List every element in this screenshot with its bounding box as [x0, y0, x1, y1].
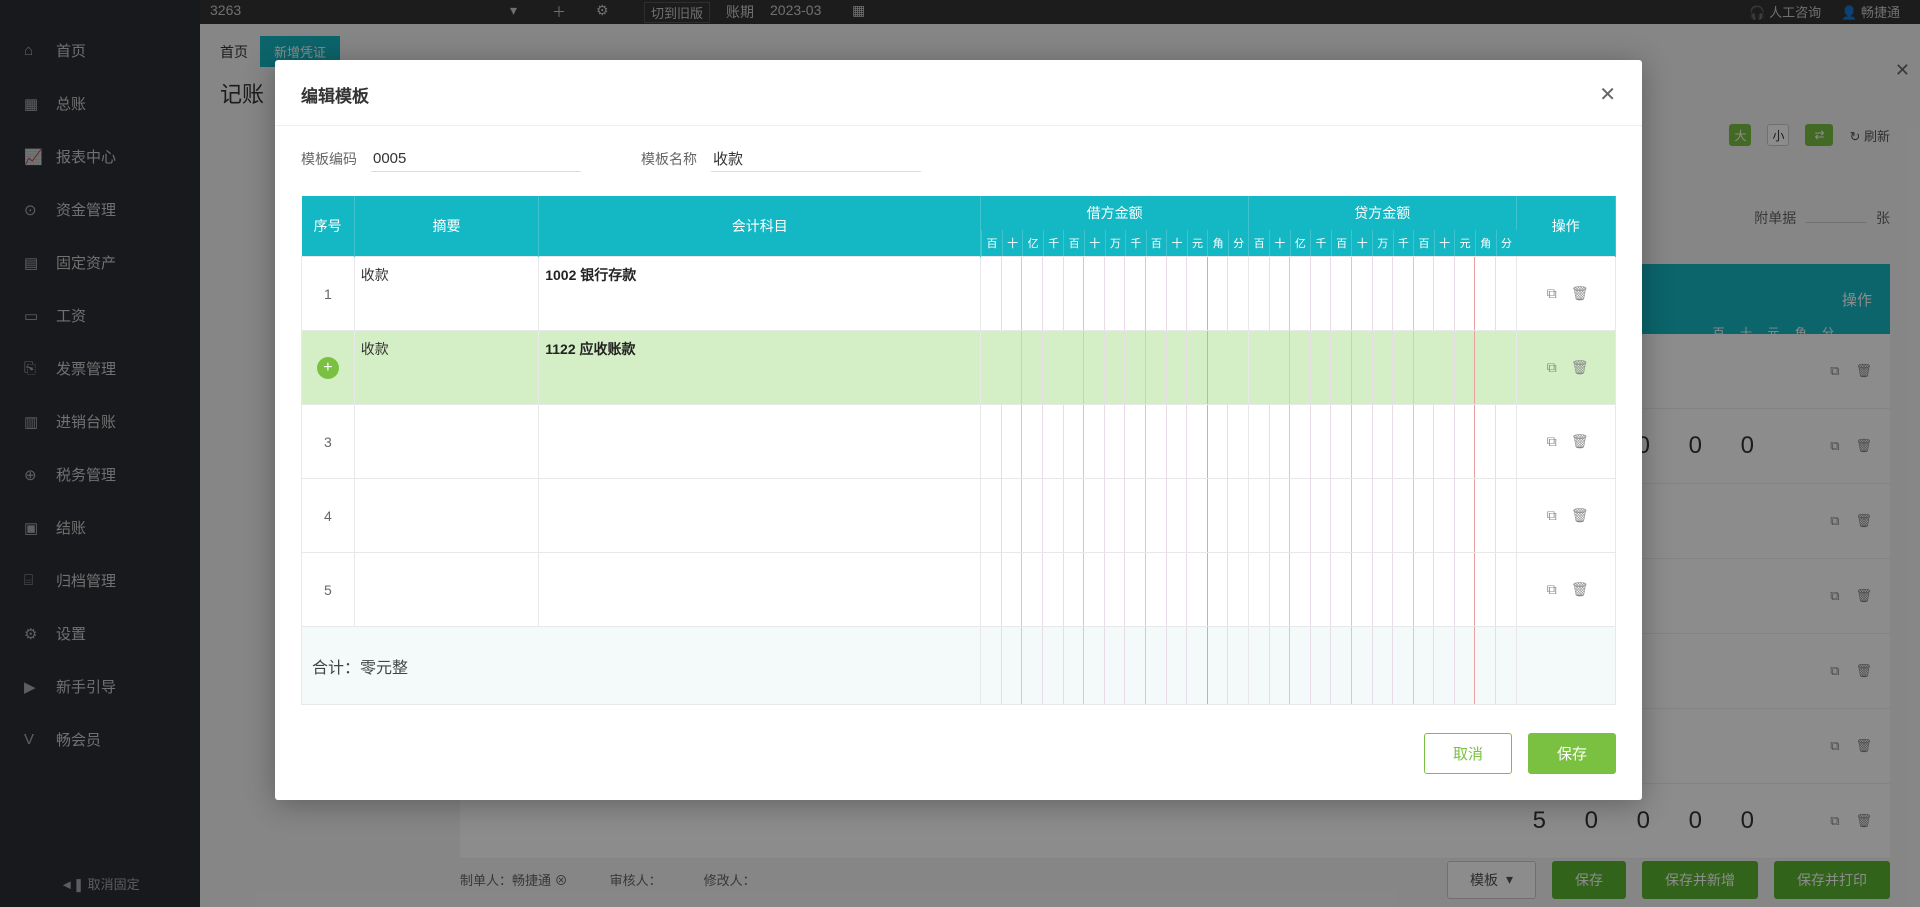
seq-cell: 3 [302, 405, 355, 479]
summary-cell[interactable] [354, 405, 539, 479]
seq-cell: 5 [302, 553, 355, 627]
account-cell[interactable] [539, 479, 981, 553]
digit-label: 角 [1475, 230, 1496, 256]
summary-cell[interactable]: 收款 [354, 331, 539, 405]
th-op: 操作 [1516, 196, 1615, 257]
digit-label: 十 [1166, 230, 1187, 256]
digit-label: 千 [1393, 230, 1414, 256]
template-table: 序号 摘要 会计科目 借方金额 贷方金额 操作 百十亿千百十万千百十元角分百十亿… [301, 196, 1616, 705]
th-summary: 摘要 [354, 196, 539, 257]
account-cell[interactable]: 1002 银行存款 [539, 257, 981, 331]
digit-label: 元 [1454, 230, 1475, 256]
summary-cell[interactable]: 收款 [354, 257, 539, 331]
digit-label: 百 [1146, 230, 1167, 256]
digit-label: 分 [1228, 230, 1249, 256]
code-input[interactable] [371, 146, 581, 172]
name-input[interactable] [711, 146, 921, 172]
total-debit [981, 627, 1249, 705]
op-cell: ⧉🗑 [1516, 405, 1615, 479]
cancel-button[interactable]: 取消 [1424, 733, 1512, 774]
debit-cell[interactable] [981, 331, 1249, 405]
digit-label: 亿 [1022, 230, 1043, 256]
digit-label: 十 [1084, 230, 1105, 256]
debit-cell[interactable] [981, 479, 1249, 553]
digit-label: 百 [1331, 230, 1352, 256]
digit-label: 元 [1187, 230, 1208, 256]
digit-label: 角 [1207, 230, 1228, 256]
seq-cell: + [302, 331, 355, 405]
modal-title: 编辑模板 [301, 82, 369, 107]
trash-icon[interactable]: 🗑 [1571, 507, 1589, 525]
table-row: 4⧉🗑 [302, 479, 1616, 553]
total-label: 合计：零元整 [302, 627, 981, 705]
digit-label: 千 [1310, 230, 1331, 256]
credit-cell[interactable] [1248, 257, 1516, 331]
debit-cell[interactable] [981, 257, 1249, 331]
close-icon[interactable]: ✕ [1599, 82, 1616, 107]
credit-cell[interactable] [1248, 405, 1516, 479]
th-account: 会计科目 [539, 196, 981, 257]
account-cell[interactable] [539, 553, 981, 627]
copy-icon[interactable]: ⧉ [1543, 507, 1561, 525]
digit-label: 百 [981, 230, 1002, 256]
seq-cell: 4 [302, 479, 355, 553]
trash-icon[interactable]: 🗑 [1571, 359, 1589, 377]
copy-icon[interactable]: ⧉ [1543, 433, 1561, 451]
digit-label: 万 [1372, 230, 1393, 256]
table-row: +收款1122 应收账款⧉🗑 [302, 331, 1616, 405]
digit-label: 十 [1002, 230, 1023, 256]
digit-label: 十 [1434, 230, 1455, 256]
copy-icon[interactable]: ⧉ [1543, 581, 1561, 599]
credit-cell[interactable] [1248, 479, 1516, 553]
save-button[interactable]: 保存 [1528, 733, 1616, 774]
digit-label: 千 [1125, 230, 1146, 256]
account-cell[interactable] [539, 405, 981, 479]
form-row: 模板编码 模板名称 [301, 146, 1616, 172]
name-label: 模板名称 [641, 149, 697, 169]
th-debit: 借方金额 [981, 196, 1249, 230]
table-row: 5⧉🗑 [302, 553, 1616, 627]
total-credit [1248, 627, 1516, 705]
th-credit: 贷方金额 [1248, 196, 1516, 230]
trash-icon[interactable]: 🗑 [1571, 433, 1589, 451]
op-cell: ⧉🗑 [1516, 257, 1615, 331]
digit-label: 百 [1248, 230, 1269, 256]
copy-icon[interactable]: ⧉ [1543, 359, 1561, 377]
credit-cell[interactable] [1248, 553, 1516, 627]
op-cell: ⧉🗑 [1516, 553, 1615, 627]
table-row: 1收款1002 银行存款⧉🗑 [302, 257, 1616, 331]
credit-cell[interactable] [1248, 331, 1516, 405]
digit-label: 百 [1063, 230, 1084, 256]
trash-icon[interactable]: 🗑 [1571, 581, 1589, 599]
digit-label: 百 [1413, 230, 1434, 256]
account-cell[interactable]: 1122 应收账款 [539, 331, 981, 405]
trash-icon[interactable]: 🗑 [1571, 285, 1589, 303]
digit-label: 亿 [1290, 230, 1311, 256]
debit-cell[interactable] [981, 553, 1249, 627]
summary-cell[interactable] [354, 553, 539, 627]
edit-template-modal: 编辑模板 ✕ 模板编码 模板名称 序号 摘要 会计科目 借方金额 贷方金额 [275, 60, 1642, 800]
summary-cell[interactable] [354, 479, 539, 553]
digit-label: 十 [1351, 230, 1372, 256]
code-label: 模板编码 [301, 149, 357, 169]
digit-label: 千 [1043, 230, 1064, 256]
add-row-button[interactable]: + [317, 357, 339, 379]
digit-label: 分 [1496, 230, 1517, 256]
digit-label: 十 [1269, 230, 1290, 256]
digit-label: 万 [1105, 230, 1126, 256]
seq-cell: 1 [302, 257, 355, 331]
op-cell: ⧉🗑 [1516, 331, 1615, 405]
op-cell: ⧉🗑 [1516, 479, 1615, 553]
debit-cell[interactable] [981, 405, 1249, 479]
total-op [1516, 627, 1615, 705]
th-seq: 序号 [302, 196, 355, 257]
table-row: 3⧉🗑 [302, 405, 1616, 479]
copy-icon[interactable]: ⧉ [1543, 285, 1561, 303]
